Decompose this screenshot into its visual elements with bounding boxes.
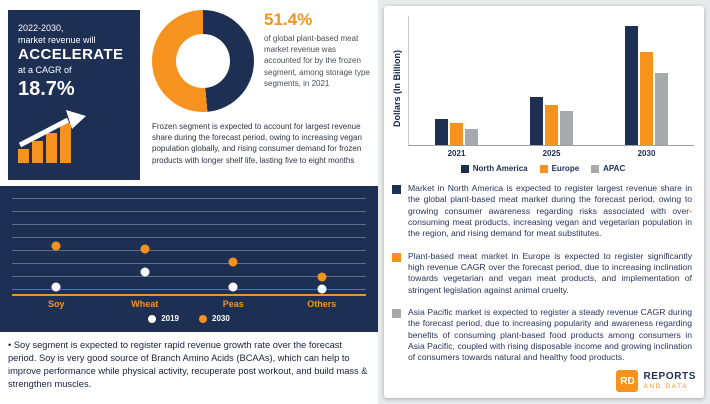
legend-swatch-icon	[460, 164, 469, 173]
dot-2030-peas	[228, 257, 238, 267]
bar-chart: 2021 2025 2030	[408, 16, 694, 158]
dot-plot-labels: Soy Wheat Peas Others	[12, 298, 366, 313]
legend-swatch-icon	[591, 164, 600, 173]
dot-legend-item: 2019	[148, 314, 179, 323]
dot-category-label: Wheat	[131, 299, 159, 309]
dot-2019-soy	[51, 282, 61, 292]
legend-swatch-icon	[539, 164, 548, 173]
bar-apac	[655, 72, 668, 145]
region-bullets: Market in North America is expected to r…	[392, 183, 694, 364]
dot-category-label: Others	[307, 299, 337, 309]
region-bullet-europe: Plant-based meat market in Europe is exp…	[392, 251, 692, 296]
donut-stat-description: of global plant-based meat market revenu…	[264, 34, 370, 88]
bar-chart-legend: North America Europe APAC	[392, 164, 694, 173]
growth-arrow-icon	[18, 110, 86, 164]
bar-group: 2030	[625, 16, 668, 158]
legend-item: Europe	[539, 164, 580, 173]
right-panel: Dollars (In Billion) 2021 2025 2030 North …	[384, 6, 704, 398]
bar-category-label: 2021	[447, 149, 466, 158]
bar-apac	[560, 111, 573, 145]
dot-category-label: Peas	[222, 299, 244, 309]
soy-note-marker: •	[8, 340, 12, 350]
bar-apac	[465, 128, 478, 145]
bar-group: 2025	[530, 16, 573, 158]
legend-label: North America	[472, 164, 528, 173]
logo-text-reports: REPORTS	[643, 371, 696, 383]
donut-caption: Frozen segment is expected to account fo…	[152, 122, 362, 165]
region-bullet-marker-2	[392, 309, 401, 319]
donut-stat-value: 51.4%	[264, 10, 313, 29]
donut-section: 51.4% of global plant-based meat market …	[152, 10, 370, 166]
logo-mark-icon: RD	[616, 370, 639, 392]
bar-category-label: 2025	[542, 149, 561, 158]
dot-2030-wheat	[140, 244, 150, 254]
legend-label: APAC	[603, 164, 626, 173]
dot-2030-others	[317, 272, 327, 282]
left-panel: 2022-2030, market revenue will ACCELERAT…	[0, 0, 378, 404]
dot-plot-axis	[12, 294, 366, 296]
logo-text-and-data: AND DATA	[643, 382, 689, 390]
dot-legend-label: 2019	[161, 314, 179, 323]
region-bullet-marker-1	[392, 252, 401, 262]
soy-note-text: Soy segment is expected to register rapi…	[8, 340, 368, 390]
region-bullet-text: Asia Pacific market is expected to regis…	[408, 307, 692, 363]
cagr-rate: 18.7%	[18, 78, 75, 101]
bar-europe	[545, 104, 558, 145]
cagr-years: 2022-2030,	[18, 23, 64, 33]
bar-chart-y-axis-label: Dollars (In Billion)	[392, 49, 402, 127]
bar-group: 2021	[435, 16, 478, 158]
reports-and-data-logo: RD REPORTS AND DATA	[616, 370, 696, 392]
dot-legend-swatch-icon	[199, 314, 207, 323]
legend-item: APAC	[591, 164, 625, 173]
bar-north-america	[530, 96, 543, 145]
region-bullet-apac: Asia Pacific market is expected to regis…	[392, 307, 692, 364]
dot-2030-soy	[51, 241, 61, 251]
soy-note: • Soy segment is expected to register ra…	[8, 339, 370, 391]
dot-plot-legend: 2019 2030	[12, 314, 366, 323]
dot-plot-grid	[12, 198, 366, 294]
region-bullet-text: Plant-based meat market in Europe is exp…	[408, 250, 692, 295]
bar-europe	[640, 52, 653, 145]
bar-chart-section: Dollars (In Billion) 2021 2025 2030	[392, 16, 694, 160]
region-bullet-north-america: Market in North America is expected to r…	[392, 183, 692, 240]
region-bullet-marker-0	[392, 185, 401, 194]
legend-label: Europe	[551, 164, 580, 173]
legend-item: North America	[460, 164, 528, 173]
dot-legend-label: 2030	[212, 314, 230, 323]
dot-2019-others	[317, 284, 327, 294]
cagr-accelerate: ACCELERATE	[18, 46, 124, 64]
donut-hole	[176, 34, 230, 88]
dot-legend-item: 2030	[199, 314, 230, 323]
dot-2019-wheat	[140, 267, 150, 277]
cagr-callout: 2022-2030, market revenue will ACCELERAT…	[8, 10, 140, 180]
dot-2019-peas	[228, 282, 238, 292]
dot-legend-swatch-icon	[148, 314, 157, 323]
dot-plot: Soy Wheat Peas Others 2019 2030	[0, 186, 378, 332]
bar-north-america	[625, 26, 638, 145]
bar-category-label: 2030	[637, 149, 656, 158]
donut-chart	[152, 10, 254, 112]
bar-europe	[450, 122, 463, 145]
cagr-label: at a CAGR of	[18, 65, 72, 76]
region-bullet-text: Market in North America is expected to r…	[408, 183, 692, 239]
bar-north-america	[435, 119, 448, 145]
cagr-intro: market revenue will	[18, 35, 96, 46]
dot-category-label: Soy	[47, 299, 65, 309]
